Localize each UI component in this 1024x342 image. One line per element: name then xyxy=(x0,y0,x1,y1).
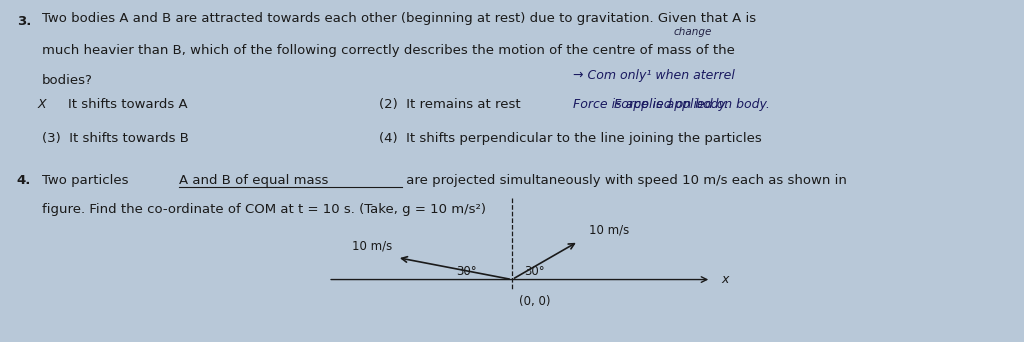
Text: change: change xyxy=(674,27,712,37)
Text: X: X xyxy=(37,98,46,111)
Text: (4)  It shifts perpendicular to the line joining the particles: (4) It shifts perpendicular to the line … xyxy=(379,132,762,145)
Text: 10 m/s: 10 m/s xyxy=(589,223,629,236)
Text: much heavier than B, which of the following correctly describes the motion of th: much heavier than B, which of the follow… xyxy=(42,44,735,57)
Text: 10 m/s: 10 m/s xyxy=(351,239,392,252)
Text: Force is applied on body.: Force is applied on body. xyxy=(614,98,770,111)
Text: 30°: 30° xyxy=(456,265,476,278)
Text: (3)  It shifts towards B: (3) It shifts towards B xyxy=(42,132,189,145)
Text: It shifts towards A: It shifts towards A xyxy=(68,98,187,111)
Text: Force is applied on body.: Force is applied on body. xyxy=(573,98,729,111)
Text: 3.: 3. xyxy=(16,15,31,28)
Text: (0, 0): (0, 0) xyxy=(519,295,551,308)
Text: 4.: 4. xyxy=(16,174,31,187)
Text: are projected simultaneously with speed 10 m/s each as shown in: are projected simultaneously with speed … xyxy=(401,174,847,187)
Text: A and B of equal mass: A and B of equal mass xyxy=(179,174,329,187)
Text: 30°: 30° xyxy=(524,265,545,278)
Text: bodies?: bodies? xyxy=(42,74,93,87)
Text: x: x xyxy=(721,273,729,286)
Text: → Com only¹ when aterrel: → Com only¹ when aterrel xyxy=(573,69,735,82)
Text: Two particles: Two particles xyxy=(42,174,133,187)
Text: figure. Find the co-ordinate of COM at t = 10 s. (Take, g = 10 m/s²): figure. Find the co-ordinate of COM at t… xyxy=(42,203,486,216)
Text: Two bodies A and B are attracted towards each other (beginning at rest) due to g: Two bodies A and B are attracted towards… xyxy=(42,12,757,25)
Text: (2)  It remains at rest: (2) It remains at rest xyxy=(379,98,521,111)
